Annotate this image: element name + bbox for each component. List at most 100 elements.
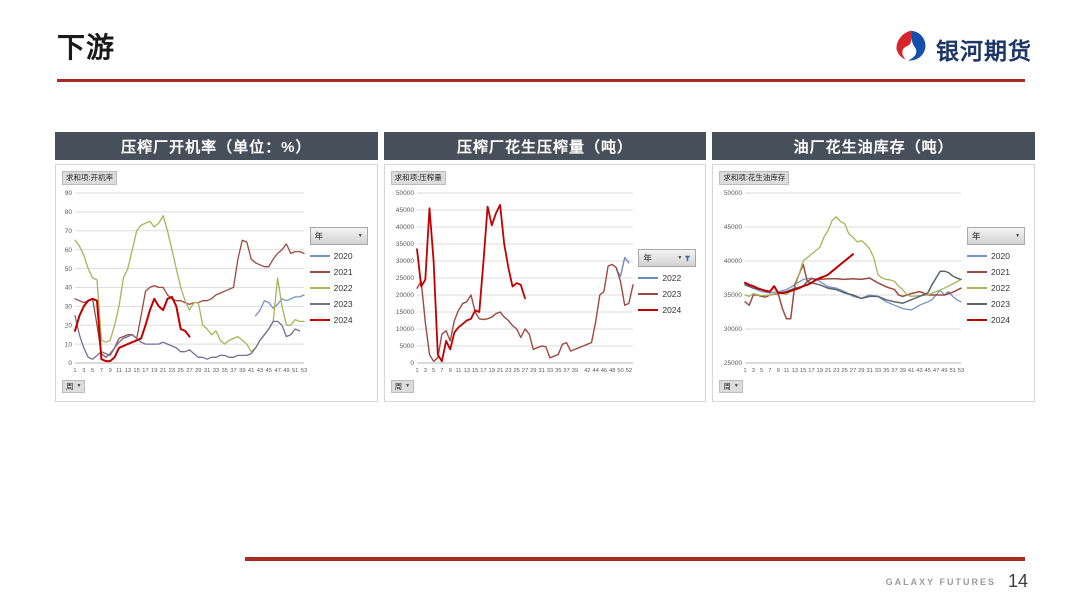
legend-item: 2024 [309,315,374,325]
legend-label: 2022 [333,283,353,293]
svg-text:42: 42 [584,368,590,374]
svg-text:33: 33 [875,368,881,374]
svg-text:50000: 50000 [396,190,414,197]
svg-text:5: 5 [91,368,94,374]
svg-text:30000: 30000 [396,258,414,265]
svg-text:13: 13 [792,368,798,374]
svg-text:1: 1 [73,368,76,374]
dropdown-arrow-icon: ▼ [357,233,363,239]
svg-text:15000: 15000 [396,309,414,316]
legend-line-swatch [309,319,330,321]
pivot-field-button[interactable]: 求和项:开机率 [62,171,118,185]
legend-items: 2020 2021 2022 2023 2024 [309,251,374,325]
legend-label: 2022 [662,273,682,283]
svg-text:30: 30 [65,304,73,311]
week-filter-button[interactable]: 周 ▼ [719,379,743,393]
chart-area: 求和项:花生油库存 25000 30000 35000 40000 45000 50000… [712,164,1036,402]
svg-text:45: 45 [266,368,272,374]
legend-line-swatch [309,287,330,289]
svg-text:35: 35 [222,368,228,374]
svg-text:50000: 50000 [724,190,742,197]
svg-text:5000: 5000 [399,343,414,350]
svg-text:43: 43 [917,368,923,374]
svg-text:35000: 35000 [396,241,414,248]
svg-text:13: 13 [125,368,131,374]
svg-text:70: 70 [65,228,73,235]
dropdown-arrow-icon: ▼ [405,382,411,389]
svg-text:0: 0 [410,360,414,367]
legend-line-swatch [967,287,988,289]
svg-text:9: 9 [777,368,780,374]
legend-item: 2023 [309,299,374,309]
svg-text:47: 47 [933,368,939,374]
svg-text:51: 51 [950,368,956,374]
svg-text:17: 17 [809,368,815,374]
legend-line-swatch [638,309,659,311]
dropdown-arrow-icon: ▼ [677,255,683,261]
svg-text:48: 48 [609,368,615,374]
year-filter-button[interactable]: 年 ▼ [967,227,1026,245]
svg-text:1: 1 [415,368,418,374]
legend-line-swatch [638,293,659,295]
svg-text:23: 23 [505,368,511,374]
svg-text:80: 80 [65,209,73,216]
legend-label: 2020 [333,251,353,261]
week-filter-button[interactable]: 周 ▼ [62,379,86,393]
company-logo: 银河期货 [893,28,1032,69]
svg-text:33: 33 [213,368,219,374]
svg-text:3: 3 [423,368,426,374]
svg-text:27: 27 [521,368,527,374]
page-number: 14 [1007,571,1028,591]
legend-item: 2024 [638,305,702,315]
svg-text:3: 3 [752,368,755,374]
svg-text:27: 27 [186,368,192,374]
svg-text:40: 40 [65,285,73,292]
week-filter-label: 周 [394,381,403,391]
legend-line-swatch [309,255,330,257]
svg-text:29: 29 [195,368,201,374]
legend-label: 2021 [991,267,1010,277]
legend-items: 2020 2021 2022 2023 2024 [967,251,1031,325]
svg-text:40000: 40000 [724,258,742,265]
svg-text:41: 41 [908,368,914,374]
legend-label: 2023 [991,299,1010,309]
legend-item: 2023 [638,289,702,299]
svg-text:21: 21 [160,368,166,374]
panel-oil-inventory: 油厂花生油库存（吨） 求和项:花生油库存 25000 30000 35000 4000… [712,132,1036,402]
svg-text:45000: 45000 [396,207,414,214]
svg-text:17: 17 [142,368,148,374]
svg-text:53: 53 [301,368,307,374]
panel-crushing-volume: 压榨厂花生压榨量（吨） 求和项:压榨量 0 5000 10000 15000 20000… [383,132,707,402]
year-filter-button[interactable]: 年 ▼ [309,227,368,245]
svg-text:25000: 25000 [724,360,742,367]
svg-text:37: 37 [230,368,236,374]
dropdown-arrow-icon: ▼ [733,382,739,389]
svg-text:25: 25 [513,368,519,374]
svg-text:39: 39 [239,368,245,374]
legend-item: 2021 [967,267,1031,277]
svg-text:45000: 45000 [724,224,742,231]
page-title: 下游 [57,32,116,63]
svg-text:21: 21 [497,368,503,374]
chart-canvas: 0 5000 10000 15000 20000 25000 30000 35000 40000… [396,190,634,374]
svg-text:10000: 10000 [396,326,414,333]
week-filter-button[interactable]: 周 ▼ [390,379,415,393]
svg-text:15: 15 [800,368,806,374]
pivot-field-button[interactable]: 求和项:压榨量 [390,171,446,185]
svg-text:44: 44 [592,368,599,374]
year-filter-button[interactable]: 年 ▼ [638,249,697,267]
legend-line-swatch [309,303,330,305]
legend-label: 2021 [333,267,353,277]
svg-text:50: 50 [617,368,623,374]
footer-divider [245,557,1025,561]
panel-title: 油厂花生油库存（吨） [712,132,1036,160]
svg-text:20: 20 [65,322,73,329]
svg-text:49: 49 [942,368,948,374]
svg-text:30000: 30000 [724,326,742,333]
pivot-field-button[interactable]: 求和项:花生油库存 [719,171,790,185]
legend-item: 2020 [967,251,1031,261]
galaxy-logo-icon [893,28,929,69]
legend-item: 2022 [638,273,702,283]
